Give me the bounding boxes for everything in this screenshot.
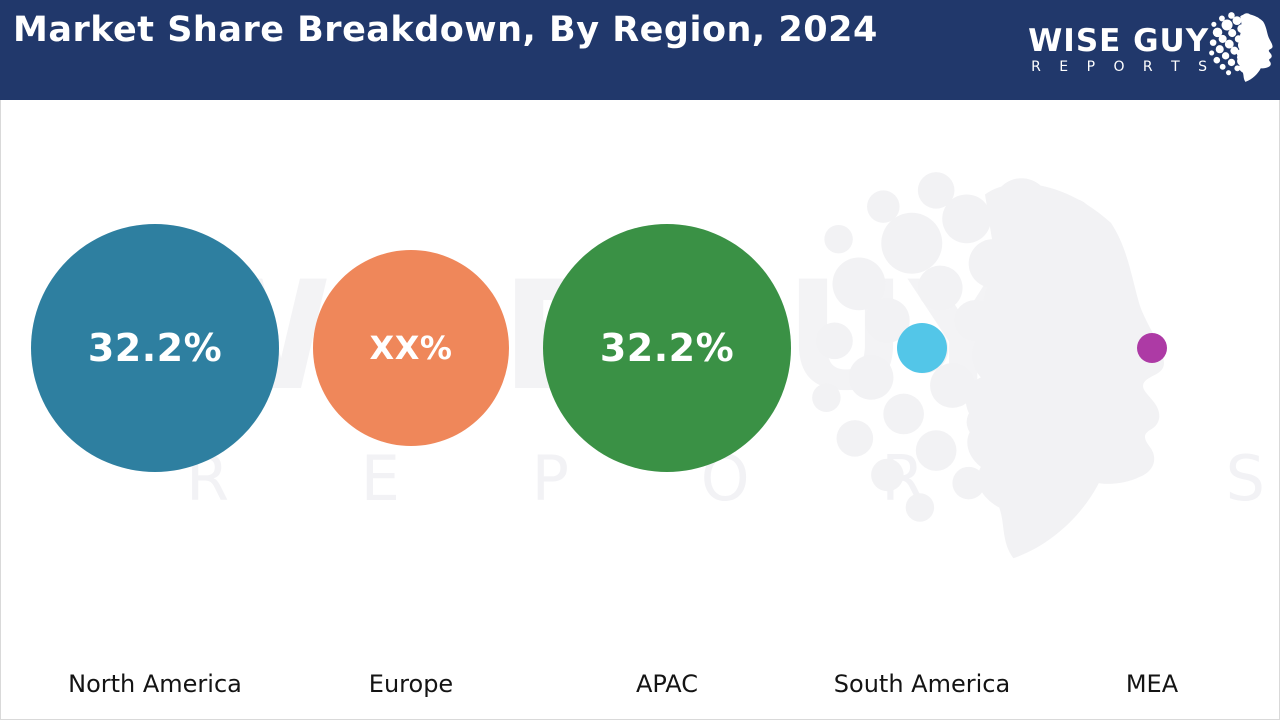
bubble-north-america: 32.2% — [31, 224, 279, 472]
page-title: Market Share Breakdown, By Region, 2024 — [13, 10, 878, 50]
bubble-value-label-north-america: 32.2% — [87, 326, 223, 370]
chart-area: WISE GUY R E P O R T S 32.2%North Americ… — [0, 100, 1280, 720]
bubble-value-label-europe: XX% — [369, 329, 453, 367]
category-label-mea: MEA — [1125, 670, 1179, 698]
logo-brand-name: WISE GUY — [1028, 22, 1210, 59]
bubble-europe: XX% — [313, 250, 509, 446]
wise-guy-reports-logo: WISE GUY R E P O R T S — [1028, 4, 1274, 96]
category-label-europe: Europe — [368, 670, 454, 698]
logo-text: WISE GUY R E P O R T S — [1028, 25, 1214, 76]
bubble-south-america — [897, 323, 947, 373]
bubble-value-label-apac: 32.2% — [599, 326, 735, 370]
bubble-mea — [1137, 333, 1167, 363]
logo-brand-subtitle: R E P O R T S — [1031, 59, 1214, 76]
header-bar: Market Share Breakdown, By Region, 2024 … — [0, 0, 1280, 100]
wise-guy-head-icon — [1209, 11, 1273, 82]
bubble-chart: 32.2% North America XX% Europe 32.2% APAC Sout… — [1, 100, 1279, 719]
category-label-apac: APAC — [635, 670, 699, 698]
bubble-apac: 32.2% — [543, 224, 791, 472]
category-label-south-america: South America — [833, 670, 1011, 698]
category-label-north-america: North America — [68, 670, 242, 698]
